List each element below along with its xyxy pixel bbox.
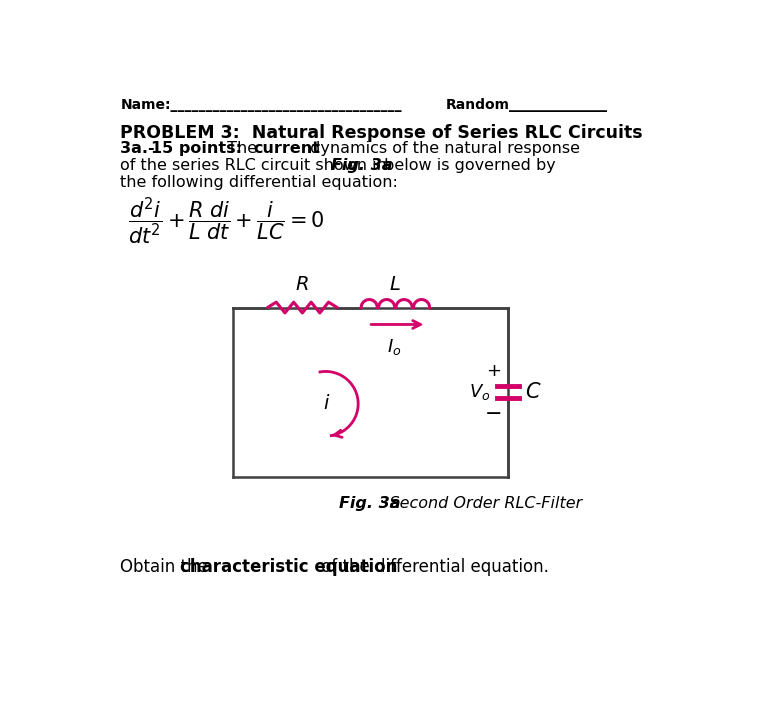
Text: $I_o$: $I_o$ bbox=[386, 337, 401, 357]
Text: i: i bbox=[323, 395, 328, 413]
Text: C: C bbox=[525, 383, 539, 402]
Text: dynamics of the natural response: dynamics of the natural response bbox=[305, 141, 580, 157]
Text: Obtain the: Obtain the bbox=[120, 558, 213, 576]
Text: below is governed by: below is governed by bbox=[379, 158, 556, 173]
Text: −: − bbox=[485, 404, 503, 424]
Text: Fig. 3a: Fig. 3a bbox=[331, 158, 393, 173]
Text: +: + bbox=[487, 362, 501, 380]
Text: Name:_________________________________: Name:_________________________________ bbox=[120, 98, 402, 112]
Text: : Second Order RLC-Filter: : Second Order RLC-Filter bbox=[379, 496, 582, 511]
Text: the following differential equation:: the following differential equation: bbox=[120, 175, 398, 190]
Text: R: R bbox=[296, 274, 309, 293]
Text: characteristic equation: characteristic equation bbox=[180, 558, 397, 576]
Text: L: L bbox=[390, 274, 401, 293]
Text: 15 points:: 15 points: bbox=[151, 141, 242, 157]
Text: current: current bbox=[253, 141, 320, 157]
Text: of the series RLC circuit shown in: of the series RLC circuit shown in bbox=[120, 158, 392, 173]
Text: Random______________: Random______________ bbox=[445, 98, 608, 112]
Text: $V_o$: $V_o$ bbox=[469, 383, 490, 402]
Text: The: The bbox=[222, 141, 262, 157]
Text: Fig. 3a: Fig. 3a bbox=[339, 496, 400, 511]
Text: PROBLEM 3:  Natural Response of Series RLC Circuits: PROBLEM 3: Natural Response of Series RL… bbox=[120, 124, 643, 143]
Text: of the differential equation.: of the differential equation. bbox=[317, 558, 549, 576]
Text: $\dfrac{d^{2}i}{dt^{2}}+\dfrac{R\;di}{L\;dt}+\dfrac{i}{LC}=0$: $\dfrac{d^{2}i}{dt^{2}}+\dfrac{R\;di}{L\… bbox=[128, 196, 324, 247]
Text: 3a.-: 3a.- bbox=[120, 141, 161, 157]
